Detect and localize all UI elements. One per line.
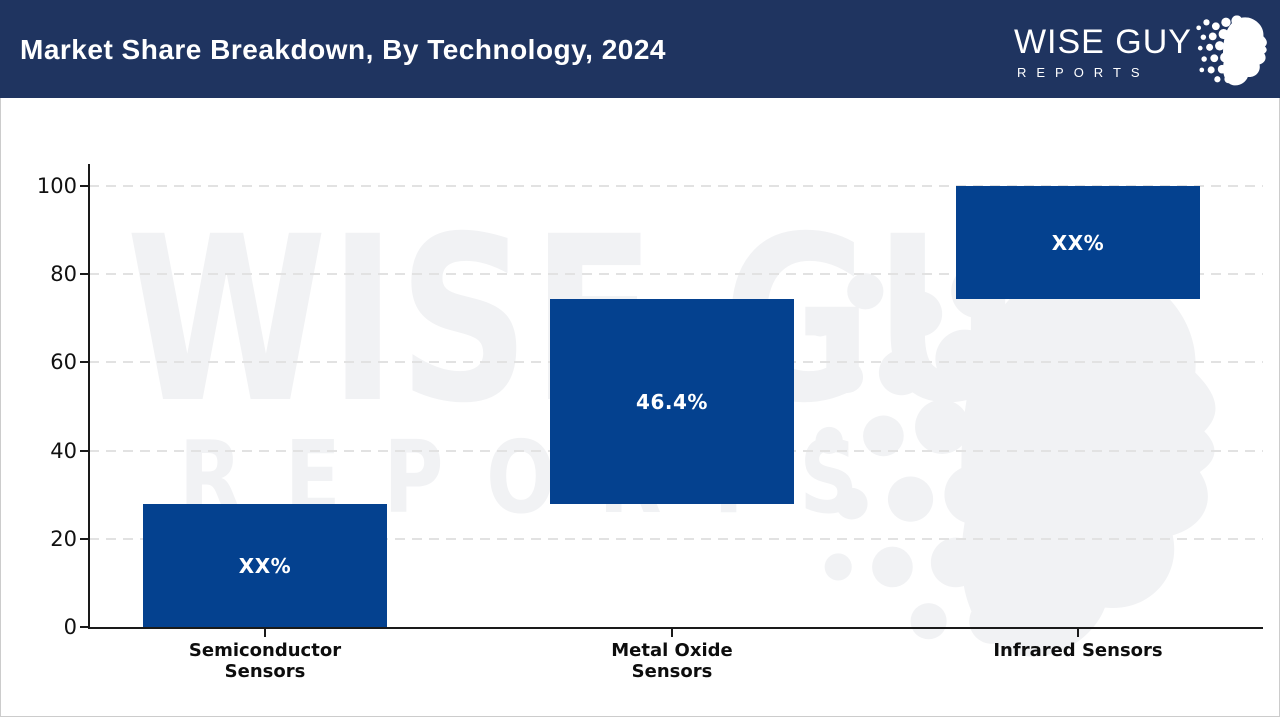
header-bar: Market Share Breakdown, By Technology, 2…	[0, 0, 1280, 98]
page-title: Market Share Breakdown, By Technology, 2…	[20, 34, 667, 65]
category-label-1: Semiconductor Sensors	[188, 640, 342, 682]
category-label-2: Metal Oxide Sensors	[611, 640, 733, 682]
y-tick-0	[80, 626, 88, 628]
bar-2: 46.4%	[550, 299, 794, 504]
y-tick-label-20: 20	[50, 527, 77, 551]
y-tick-label-80: 80	[50, 262, 77, 286]
gridline-y20	[89, 538, 1263, 540]
x-tick-1	[264, 629, 266, 637]
gridline-y100	[89, 185, 1263, 187]
bar-value-label: XX%	[1051, 230, 1105, 255]
brand-head-icon	[1194, 10, 1272, 94]
y-axis-line	[88, 164, 90, 629]
brand-name: WISE GUY	[1013, 22, 1192, 61]
y-tick-label-0: 0	[63, 615, 77, 639]
y-tick-20	[80, 538, 88, 540]
y-tick-label-100: 100	[36, 174, 77, 198]
y-tick-100	[80, 185, 88, 187]
bar-value-label: XX%	[238, 553, 292, 578]
x-axis-line	[88, 627, 1263, 629]
y-tick-label-40: 40	[50, 439, 77, 463]
bar-value-label: 46.4%	[636, 389, 708, 414]
category-label-3: Infrared Sensors	[993, 640, 1163, 661]
chart-area: WISE GUY REPORTS 020406080100XX%Semicond…	[0, 98, 1280, 717]
brand-subtitle: REPORTS	[1016, 64, 1150, 80]
bar-1: XX%	[143, 504, 387, 627]
brand-logo-text: WISE GUY REPORTS	[1014, 22, 1192, 83]
bar-3: XX%	[956, 186, 1200, 300]
y-tick-40	[80, 450, 88, 452]
brand-logo: WISE GUY REPORTS	[1014, 10, 1272, 94]
y-tick-60	[80, 361, 88, 363]
gridline-y80	[89, 273, 1263, 275]
y-tick-80	[80, 273, 88, 275]
x-tick-2	[671, 629, 673, 637]
x-tick-3	[1077, 629, 1079, 637]
y-tick-label-60: 60	[50, 350, 77, 374]
